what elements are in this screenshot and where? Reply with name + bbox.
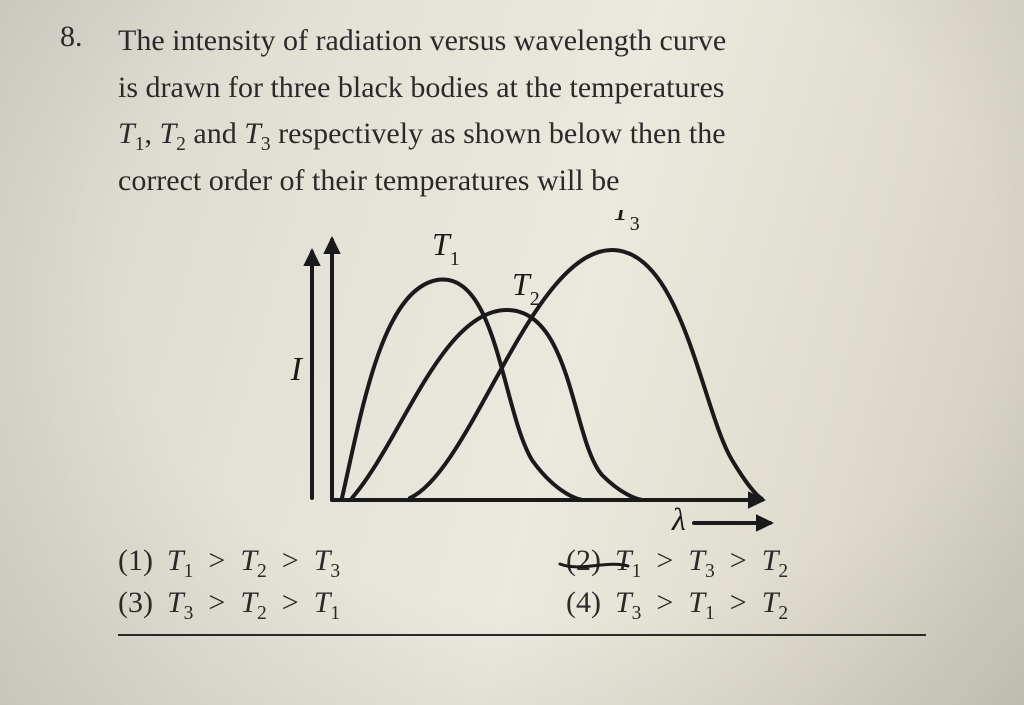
o2-Tc: T bbox=[762, 544, 779, 577]
question-row: 8. The intensity of radiation versus wav… bbox=[60, 18, 984, 204]
svg-text:T1: T1 bbox=[432, 226, 460, 270]
question-text: The intensity of radiation versus wavele… bbox=[118, 18, 984, 204]
o3-a: 3 bbox=[184, 603, 194, 624]
o4-op1: > bbox=[656, 586, 673, 619]
sym-T3-sub: 3 bbox=[261, 134, 271, 155]
page: 8. The intensity of radiation versus wav… bbox=[0, 0, 1024, 705]
q-line2: is drawn for three black bodies at the t… bbox=[118, 71, 724, 104]
question-number: 8. bbox=[60, 18, 118, 54]
o3-b: 2 bbox=[257, 603, 267, 624]
sym-T1-sub: 1 bbox=[135, 134, 145, 155]
divider-rule bbox=[118, 634, 926, 636]
option-3-label: (3) bbox=[118, 586, 153, 620]
option-1: (1) T1 > T2 > T3 bbox=[118, 544, 536, 578]
o2-op1: > bbox=[656, 544, 673, 577]
q-line3-suffix: respectively as shown below then the bbox=[271, 117, 726, 150]
pen-strike-icon bbox=[560, 558, 632, 578]
options-grid: (1) T1 > T2 > T3 (2) T1 > T3 > T2 bbox=[118, 544, 984, 620]
svg-text:T2: T2 bbox=[512, 266, 540, 310]
o2-Tb: T bbox=[688, 544, 705, 577]
o3-op1: > bbox=[208, 586, 225, 619]
o1-Ta: T bbox=[167, 544, 184, 577]
sep23: and bbox=[186, 117, 244, 150]
option-4: (4) T3 > T1 > T2 bbox=[566, 586, 984, 620]
sym-T3: T bbox=[244, 117, 261, 150]
o1-c: 3 bbox=[330, 561, 340, 582]
o1-op2: > bbox=[282, 544, 299, 577]
o4-op2: > bbox=[730, 586, 747, 619]
o1-op1: > bbox=[208, 544, 225, 577]
blackbody-curves-diagram: I T1 T2 T3 λ bbox=[242, 210, 802, 540]
o2-b: 3 bbox=[705, 561, 715, 582]
option-4-expr: T3 > T1 > T2 bbox=[615, 586, 788, 620]
q-line3: T1, T2 and T3 respectively as shown belo… bbox=[118, 117, 726, 150]
option-4-label: (4) bbox=[566, 586, 601, 620]
sym-T2-sub: 2 bbox=[176, 134, 186, 155]
sep12: , bbox=[144, 117, 159, 150]
o3-op2: > bbox=[282, 586, 299, 619]
o4-b: 1 bbox=[705, 603, 715, 624]
o4-Tb: T bbox=[688, 586, 705, 619]
o4-Ta: T bbox=[615, 586, 632, 619]
o2-a: 1 bbox=[632, 561, 642, 582]
q-line4: correct order of their temperatures will… bbox=[118, 164, 619, 197]
diagram-container: I T1 T2 T3 λ bbox=[60, 210, 984, 540]
o4-a: 3 bbox=[632, 603, 642, 624]
option-2-label: (2) bbox=[566, 544, 601, 578]
o4-Tc: T bbox=[762, 586, 779, 619]
o2-op2: > bbox=[730, 544, 747, 577]
option-1-expr: T1 > T2 > T3 bbox=[167, 544, 340, 578]
sym-T2: T bbox=[159, 117, 176, 150]
o1-Tb: T bbox=[240, 544, 257, 577]
o1-b: 2 bbox=[257, 561, 267, 582]
o3-c: 1 bbox=[330, 603, 340, 624]
option-2-expr: T1 > T3 > T2 bbox=[615, 544, 788, 578]
o1-a: 1 bbox=[184, 561, 194, 582]
option-2: (2) T1 > T3 > T2 bbox=[566, 544, 984, 578]
o4-c: 2 bbox=[778, 603, 788, 624]
svg-text:T3: T3 bbox=[612, 210, 640, 235]
o2-c: 2 bbox=[778, 561, 788, 582]
svg-text:λ: λ bbox=[671, 501, 686, 537]
svg-text:I: I bbox=[290, 351, 304, 388]
o1-Tc: T bbox=[314, 544, 331, 577]
o3-Tc: T bbox=[314, 586, 331, 619]
option-3: (3) T3 > T2 > T1 bbox=[118, 586, 536, 620]
option-1-label: (1) bbox=[118, 544, 153, 578]
o3-Tb: T bbox=[240, 586, 257, 619]
sym-T1: T bbox=[118, 117, 135, 150]
o3-Ta: T bbox=[167, 586, 184, 619]
q-line1: The intensity of radiation versus wavele… bbox=[118, 24, 726, 57]
option-3-expr: T3 > T2 > T1 bbox=[167, 586, 340, 620]
